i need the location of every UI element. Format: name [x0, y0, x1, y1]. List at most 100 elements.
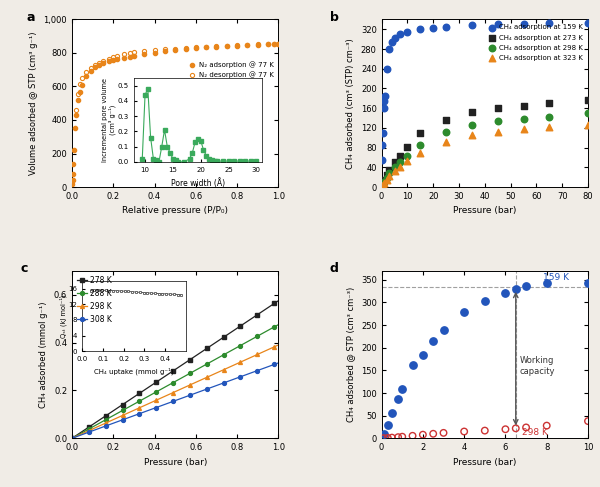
N₂ desorption @ 77 K: [110, 55, 117, 60]
278 K: [254, 312, 261, 318]
N₂ desorption @ 77 K: [213, 43, 220, 49]
288 K: [241, 340, 248, 346]
298 K: [250, 354, 257, 359]
N₂ adsorption @ 77 K: [70, 147, 77, 153]
278 K: [208, 343, 215, 349]
Y-axis label: CH₄ adsorbed @ STP (cm³ cm⁻³): CH₄ adsorbed @ STP (cm³ cm⁻³): [346, 287, 355, 422]
308 K: [178, 395, 185, 401]
278 K: [157, 376, 164, 382]
CH₄ adsorption at 159 K: [395, 30, 404, 38]
278 K: [224, 332, 232, 337]
CH₄ adsorption at 159 K: [382, 65, 392, 73]
N₂ desorption @ 77 K: [73, 107, 80, 113]
CH₄ adsorption at 298 K: [377, 182, 386, 190]
CH₄ adsorption at 159 K: [493, 20, 503, 28]
308 K: [85, 429, 92, 435]
298 K: [275, 342, 282, 348]
Point: [408, 432, 418, 440]
298 K: [161, 393, 168, 399]
298 K: [199, 376, 206, 382]
CH₄ adsorption at 273 K: [390, 158, 400, 166]
288 K: [68, 435, 76, 441]
308 K: [115, 418, 122, 424]
CH₄ adsorption at 159 K: [385, 45, 394, 53]
Point: [480, 427, 490, 434]
CH₄ adsorption at 159 K: [379, 104, 388, 112]
298 K: [187, 382, 194, 388]
Point: [439, 429, 448, 437]
CH₄ adsorption at 298 K: [442, 128, 451, 136]
Point: [500, 425, 510, 433]
308 K: [220, 380, 227, 386]
N₂ desorption @ 77 K: [95, 60, 103, 66]
278 K: [245, 318, 253, 323]
288 K: [157, 387, 164, 393]
288 K: [203, 361, 211, 367]
Legend: 278 K, 288 K, 298 K, 308 K: 278 K, 288 K, 298 K, 308 K: [76, 275, 113, 325]
278 K: [131, 393, 139, 399]
298 K: [81, 430, 88, 435]
N₂ desorption @ 77 K: [271, 41, 278, 47]
CH₄ adsorption at 273 K: [378, 179, 388, 187]
Text: c: c: [20, 262, 28, 275]
Y-axis label: Volume adsorbed @ STP (cm³ g⁻¹): Volume adsorbed @ STP (cm³ g⁻¹): [29, 32, 38, 175]
N₂ desorption @ 77 K: [172, 46, 179, 52]
278 K: [262, 306, 269, 312]
288 K: [106, 414, 113, 420]
Line: 278 K: 278 K: [70, 299, 280, 440]
288 K: [216, 354, 223, 360]
288 K: [94, 421, 101, 427]
298 K: [110, 416, 118, 422]
Point: [500, 289, 510, 297]
N₂ adsorption @ 77 K: [100, 60, 107, 66]
288 K: [81, 429, 88, 434]
278 K: [178, 362, 185, 368]
Text: 298 K: 298 K: [522, 428, 548, 437]
298 K: [245, 356, 253, 361]
278 K: [220, 334, 227, 340]
N₂ adsorption @ 77 K: [110, 57, 117, 63]
288 K: [237, 342, 244, 348]
288 K: [233, 345, 240, 351]
CH₄ adsorption at 159 K: [380, 92, 390, 100]
278 K: [203, 345, 211, 351]
278 K: [233, 326, 240, 332]
288 K: [85, 426, 92, 432]
288 K: [208, 359, 215, 365]
308 K: [165, 400, 172, 406]
N₂ desorption @ 77 K: [223, 43, 230, 49]
CH₄ adsorption at 323 K: [545, 124, 554, 131]
Point: [583, 417, 593, 425]
278 K: [187, 357, 194, 363]
Point: [387, 410, 397, 417]
288 K: [199, 363, 206, 369]
308 K: [216, 381, 223, 387]
N₂ adsorption @ 77 K: [223, 43, 230, 49]
CH₄ adsorption at 323 K: [403, 157, 412, 165]
278 K: [98, 416, 105, 422]
298 K: [140, 403, 147, 409]
N₂ adsorption @ 77 K: [126, 54, 133, 59]
308 K: [68, 435, 76, 441]
298 K: [229, 363, 236, 369]
CH₄ adsorption at 298 K: [390, 164, 400, 171]
308 K: [237, 374, 244, 380]
278 K: [250, 315, 257, 320]
288 K: [275, 322, 282, 328]
308 K: [77, 432, 84, 438]
N₂ adsorption @ 77 K: [151, 50, 158, 56]
Point: [387, 434, 397, 442]
298 K: [136, 405, 143, 411]
N₂ adsorption @ 77 K: [213, 44, 220, 50]
Point: [480, 297, 490, 305]
288 K: [262, 329, 269, 335]
CH₄ adsorption at 159 K: [378, 129, 388, 137]
298 K: [169, 390, 176, 395]
Point: [418, 351, 428, 358]
308 K: [106, 422, 113, 428]
288 K: [123, 405, 130, 411]
N₂ desorption @ 77 K: [265, 41, 272, 47]
288 K: [136, 398, 143, 404]
Y-axis label: CH₄ adsorbed (mmol g⁻¹): CH₄ adsorbed (mmol g⁻¹): [40, 301, 49, 408]
CH₄ adsorption at 273 K: [415, 129, 425, 137]
